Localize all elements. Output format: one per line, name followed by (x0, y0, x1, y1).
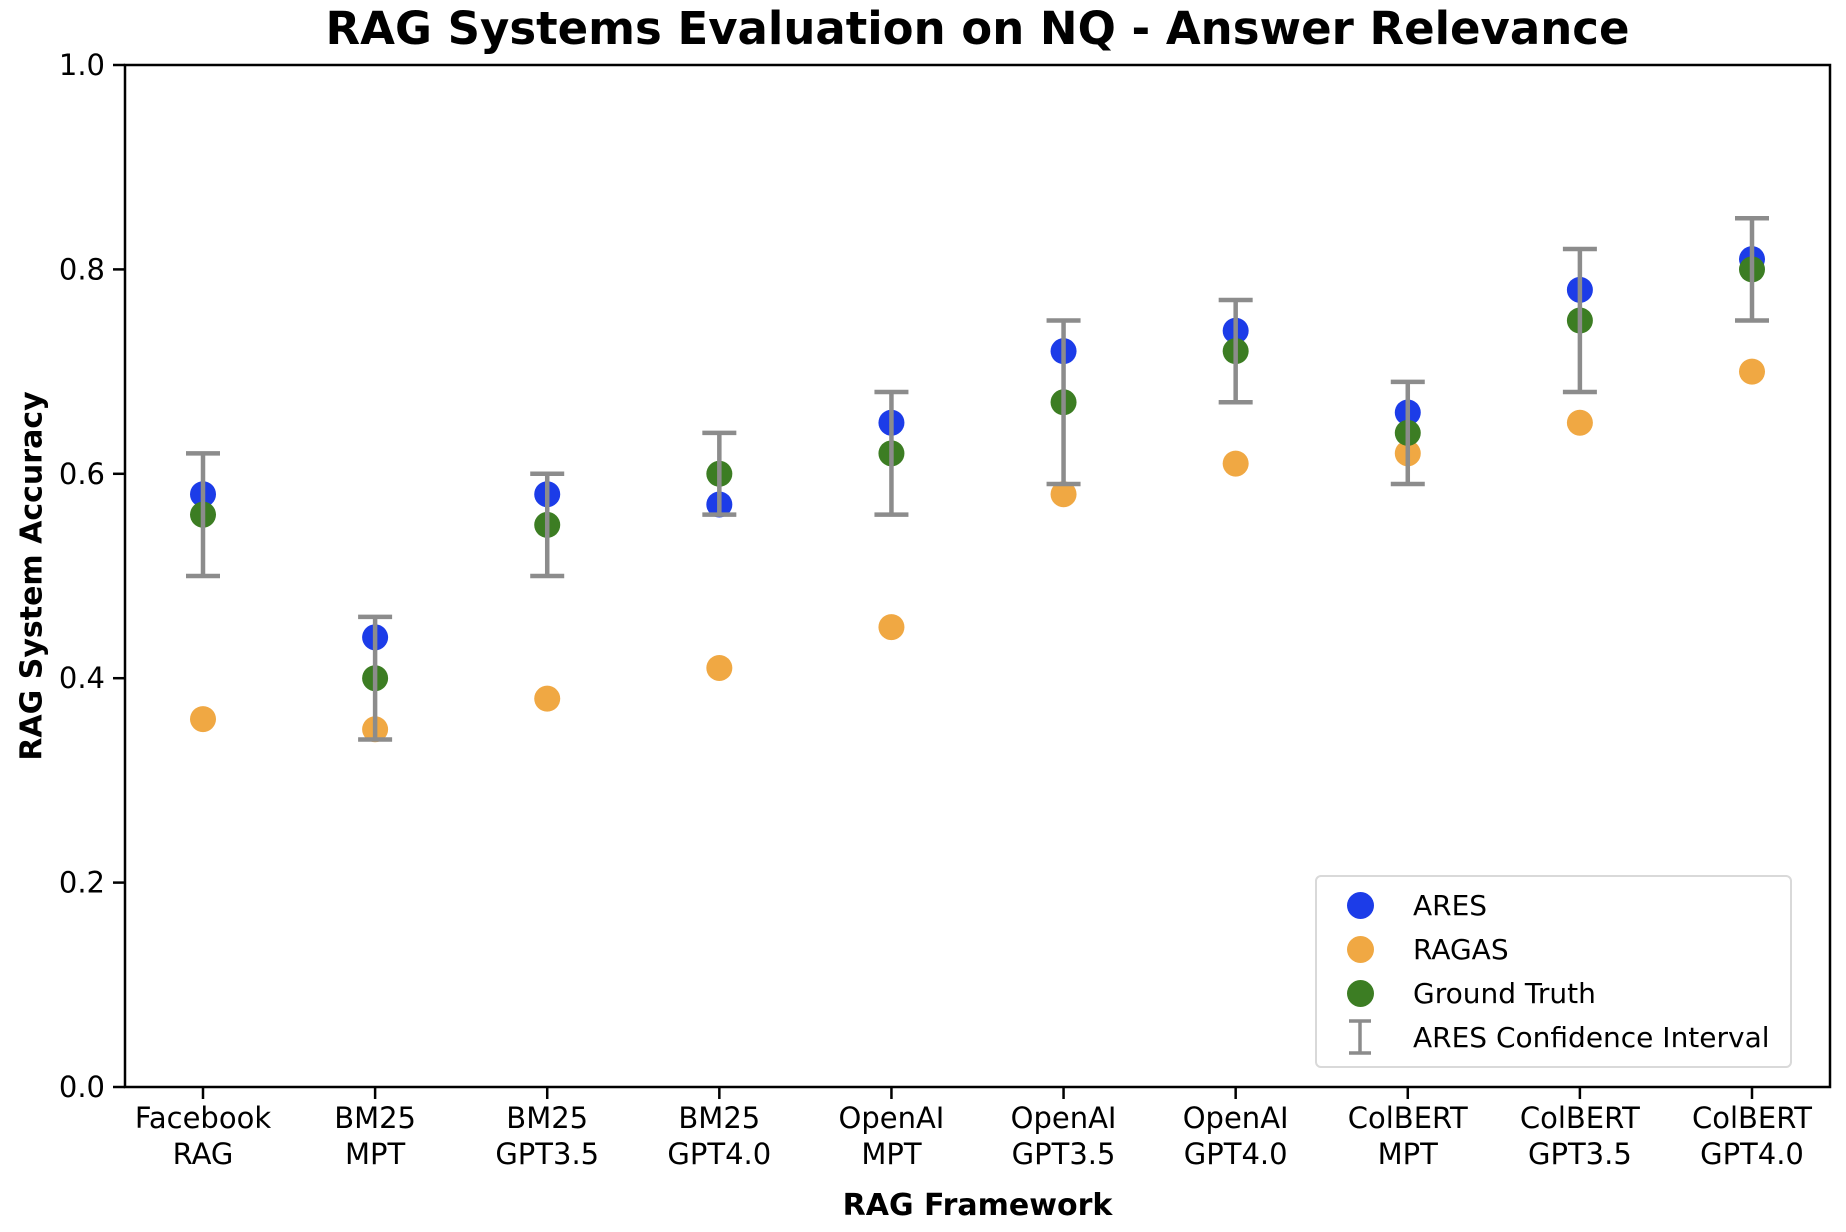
ares-dot-icon (1343, 892, 1377, 920)
data-point-ragas (878, 614, 905, 641)
x-tick-label: GPT4.0 (667, 1137, 771, 1171)
x-tick-label: GPT3.5 (1012, 1137, 1116, 1171)
data-point-ragas (706, 654, 733, 681)
x-tick-label: Facebook (135, 1101, 271, 1135)
x-tick-label: GPT4.0 (1184, 1137, 1288, 1171)
x-tick-label: BM25 (334, 1101, 416, 1135)
x-tick-label: BM25 (678, 1101, 760, 1135)
x-tick-label: BM25 (506, 1101, 588, 1135)
x-tick-label: RAG (173, 1137, 234, 1171)
x-tick-label: MPT (1378, 1137, 1439, 1171)
x-tick-label: ColBERT (1692, 1101, 1812, 1135)
legend-dot (1346, 979, 1374, 1007)
x-axis-label: RAG Framework (842, 1188, 1113, 1223)
x-tick-label: ColBERT (1348, 1101, 1468, 1135)
x-tick-label: OpenAI (1183, 1101, 1289, 1135)
x-tick-label: MPT (861, 1137, 922, 1171)
ground-truth-dot-icon (1343, 979, 1377, 1007)
y-tick-label: 0.6 (59, 457, 105, 491)
ragas-dot-icon (1343, 936, 1377, 964)
x-tick-label: OpenAI (839, 1101, 945, 1135)
error-bar-icon (1343, 1017, 1377, 1057)
x-tick-label: ColBERT (1520, 1101, 1640, 1135)
x-tick-label: GPT3.5 (1528, 1137, 1632, 1171)
legend-dot (1346, 936, 1374, 964)
y-tick-label: 0.4 (59, 661, 105, 695)
data-point-ragas (190, 706, 216, 733)
legend-label: ARES Confidence Interval (1413, 1020, 1770, 1054)
legend-label: Ground Truth (1413, 976, 1596, 1010)
data-point-ragas (1222, 450, 1249, 477)
data-point-ragas (1739, 358, 1765, 385)
y-tick-label: 0.8 (59, 252, 105, 286)
legend-item-ragas: RAGAS (1343, 928, 1780, 972)
x-tick-label: GPT3.5 (495, 1137, 599, 1171)
legend-item-ground-truth: Ground Truth (1343, 972, 1780, 1016)
legend-label: RAGAS (1413, 933, 1509, 967)
x-tick-label: GPT4.0 (1700, 1137, 1804, 1171)
chart-title: RAG Systems Evaluation on NQ - Answer Re… (325, 2, 1630, 55)
legend-label: ARES (1413, 889, 1488, 923)
data-point-ragas (1050, 481, 1077, 508)
y-tick-label: 1.0 (59, 48, 105, 82)
x-tick-label: MPT (345, 1137, 406, 1171)
y-tick-label: 0.0 (59, 1070, 105, 1104)
data-point-ragas (1566, 409, 1593, 436)
legend-dot (1346, 892, 1374, 920)
x-tick-label: OpenAI (1011, 1101, 1117, 1135)
plot-border (123, 63, 1832, 1089)
legend-item-ares: ARES (1343, 884, 1780, 928)
data-point-ragas (534, 685, 561, 712)
legend: ARES RAGAS Ground Truth ARES Confidence Int… (1315, 875, 1792, 1068)
y-tick-label: 0.2 (59, 866, 105, 900)
legend-item-ares-confidence-interval: ARES Confidence Interval (1343, 1015, 1780, 1059)
error-bar-glyph (1349, 1019, 1371, 1055)
